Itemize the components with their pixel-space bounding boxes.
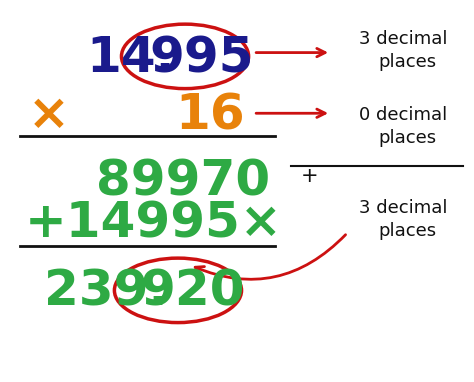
Text: places: places — [378, 53, 436, 71]
FancyArrowPatch shape — [195, 235, 346, 279]
Text: 14.: 14. — [86, 34, 175, 82]
Text: 239.: 239. — [44, 267, 167, 316]
Text: 0 decimal: 0 decimal — [359, 106, 447, 124]
Text: 3 decimal: 3 decimal — [359, 199, 448, 217]
Text: 89970: 89970 — [96, 157, 270, 206]
Text: places: places — [378, 222, 436, 240]
Text: places: places — [378, 129, 436, 147]
Text: 3 decimal: 3 decimal — [359, 30, 448, 48]
Text: 16: 16 — [175, 91, 245, 139]
Text: ×: × — [27, 91, 69, 139]
Text: +14995×: +14995× — [25, 199, 283, 247]
Text: 920: 920 — [140, 267, 245, 316]
Text: 995: 995 — [150, 34, 254, 82]
Text: +: + — [301, 166, 318, 186]
